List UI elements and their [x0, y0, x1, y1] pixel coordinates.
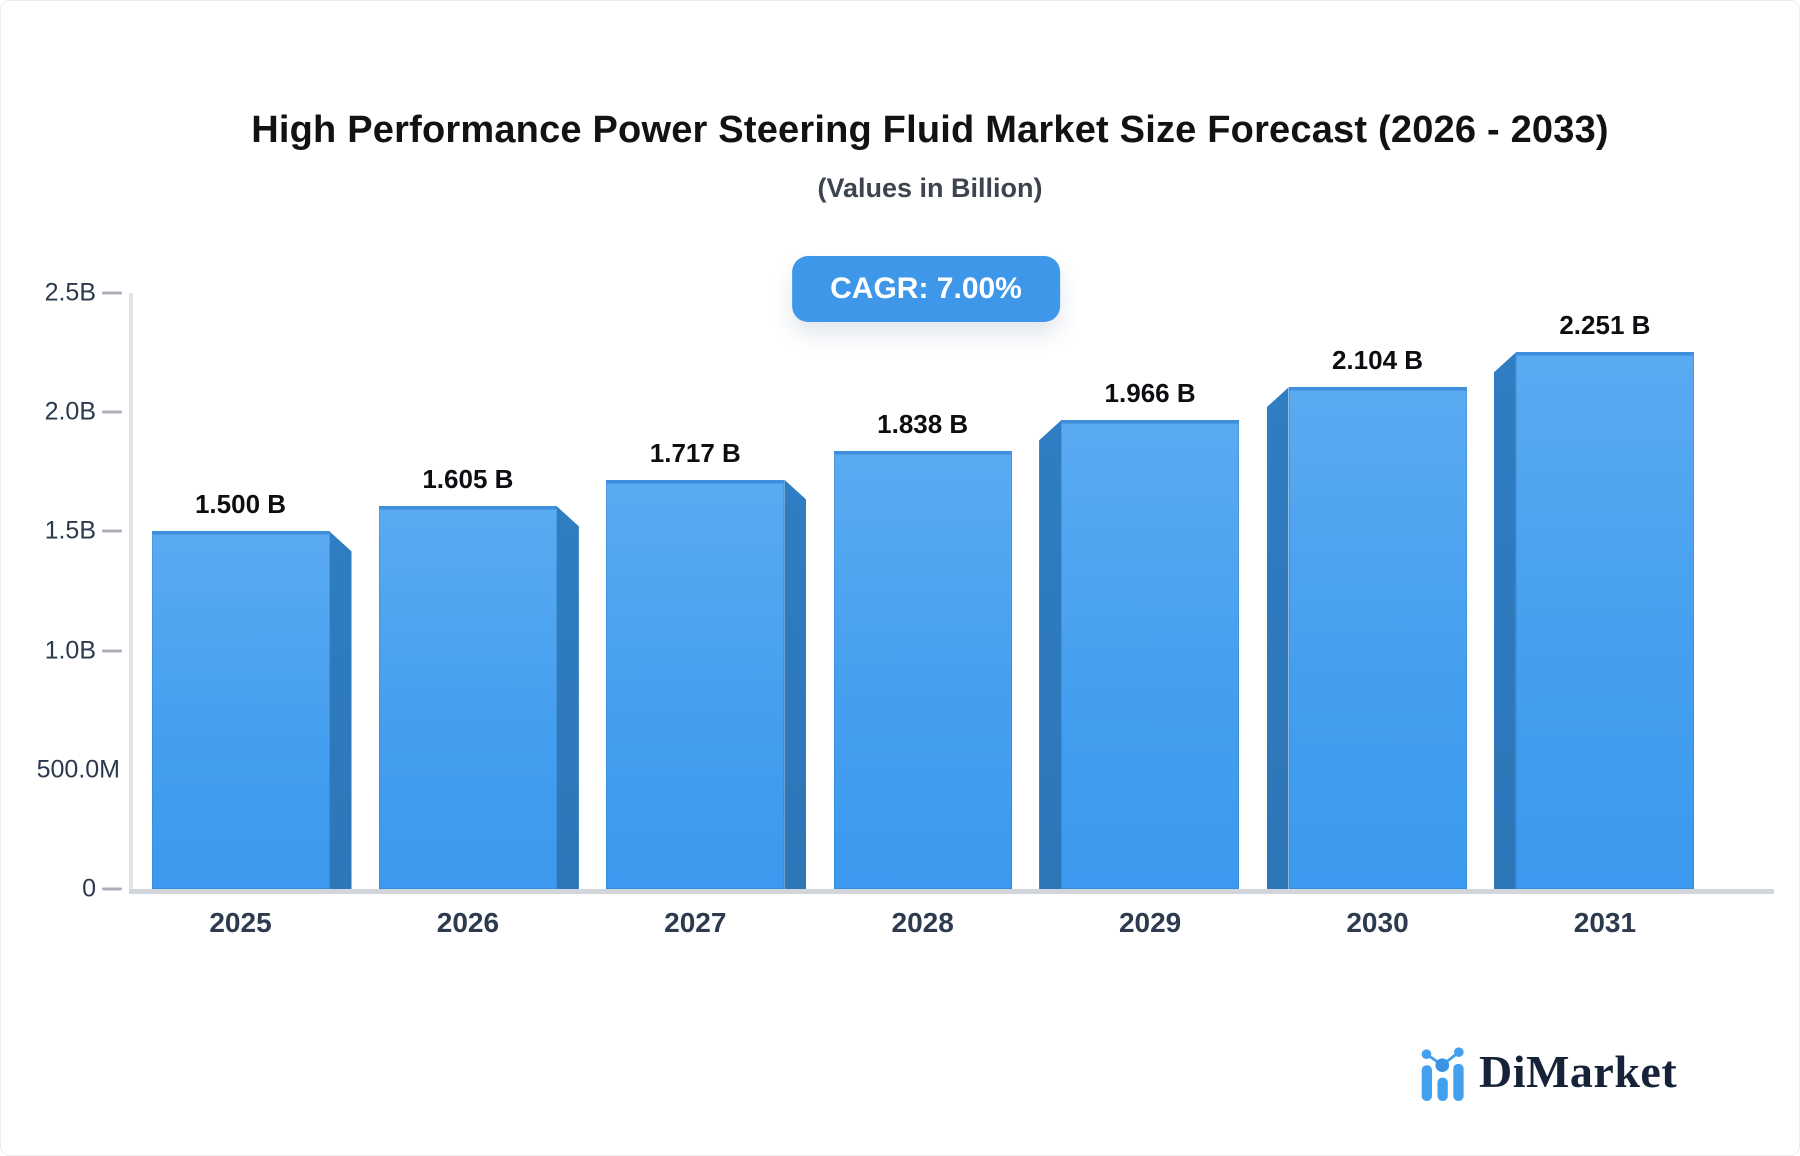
x-axis-label: 2029 [1118, 907, 1182, 938]
y-tick-label: 2.5B [44, 278, 96, 307]
bar-3d-side [1039, 420, 1062, 889]
y-tick-dash [102, 529, 122, 533]
y-tick-dash [102, 291, 122, 295]
y-axis-ticks: 2.5B 2.0B 1.5B 1.0B 500.0M 0 [1, 279, 132, 903]
y-axis-line [129, 293, 133, 889]
x-axis-label: 2031 [1573, 907, 1637, 938]
bar-value-label: 1.838 B [877, 408, 969, 439]
bar-3d-side [329, 531, 352, 889]
y-tick-dash [102, 887, 122, 891]
bar-face [1288, 387, 1467, 889]
bar-2030[interactable] [1266, 387, 1489, 889]
x-axis-label: 2025 [209, 907, 272, 938]
brand-name: DiMarket [1479, 1046, 1678, 1097]
cagr-badge: CAGR: 7.00% [792, 256, 1060, 322]
x-axis-baseline [129, 889, 1774, 894]
bar-2029[interactable] [1039, 420, 1261, 889]
y-tick-label: 2.0B [44, 397, 96, 426]
y-tick-label: 1.5B [44, 516, 96, 545]
bar-face [1515, 352, 1694, 889]
bar-value-label: 1.605 B [422, 464, 514, 495]
bar-value-label: 1.966 B [1104, 378, 1196, 409]
mini-bar-chart-icon [1421, 1047, 1464, 1101]
bar-face [833, 450, 1012, 889]
bar-value-label: 1.500 B [194, 489, 287, 520]
x-axis-label: 2026 [436, 907, 500, 938]
bar-2031[interactable] [1493, 352, 1716, 889]
bar-2027[interactable] [584, 479, 807, 889]
y-tick-dash [102, 649, 122, 653]
bar-3d-side [1266, 387, 1289, 889]
bars-container: 1.500 B 2025 1.605 B 2026 1.717 B 2027 1.838 B… [130, 293, 1774, 938]
x-axis-label: 2027 [664, 907, 727, 938]
y-tick-label: 0 [82, 874, 96, 903]
bar-face [378, 506, 557, 889]
x-axis-label: 2028 [891, 907, 954, 938]
bar-3d-side [784, 479, 807, 889]
y-tick-label: 500.0M [36, 755, 120, 784]
chart-title: High Performance Power Steering Fluid Ma… [251, 109, 1609, 151]
bar-value-label: 2.104 B [1331, 345, 1424, 376]
y-tick-label: 1.0B [44, 636, 96, 665]
bar-2025[interactable] [130, 531, 352, 889]
chart-subtitle: (Values in Billion) [817, 173, 1043, 203]
bar-face [1061, 420, 1240, 889]
bar-3d-side [1493, 352, 1516, 889]
bar-2026[interactable] [357, 506, 579, 889]
bar-value-label: 1.717 B [649, 437, 741, 468]
brand-logo: DiMarket [1421, 1039, 1677, 1101]
y-tick-dash [102, 410, 122, 414]
x-axis-label: 2030 [1346, 907, 1409, 938]
bar-face [606, 479, 785, 889]
bar-2028[interactable] [812, 450, 1034, 889]
bar-3d-side [556, 506, 579, 889]
bar-face [151, 531, 330, 889]
bar-value-label: 2.251 B [1559, 310, 1651, 341]
plot-area: 2.5B 2.0B 1.5B 1.0B 500.0M 0 1.500 B 2025 1.605… [37, 279, 1774, 938]
